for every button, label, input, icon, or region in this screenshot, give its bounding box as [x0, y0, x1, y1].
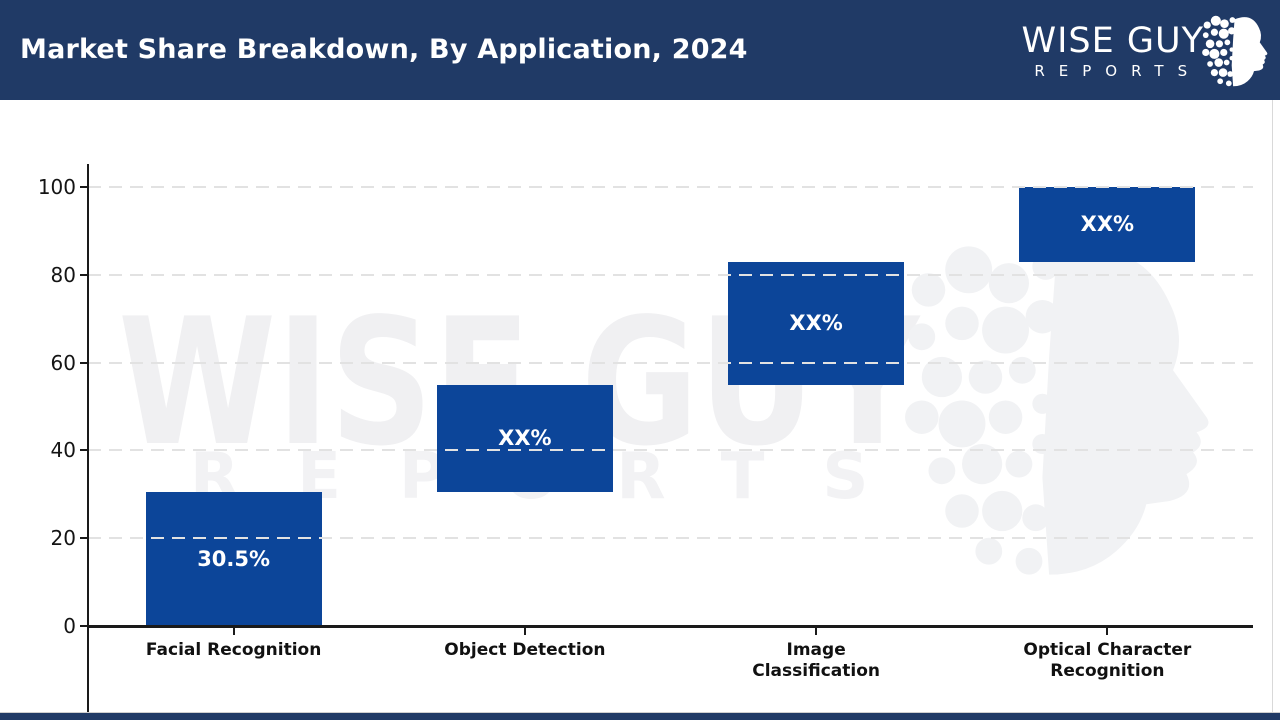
x-axis-tick — [1106, 628, 1109, 635]
x-category-label-line: Object Detection — [444, 640, 606, 660]
gridline — [88, 537, 1253, 540]
brand-name: WISE GUY — [1021, 21, 1204, 61]
gridline — [88, 273, 1253, 276]
gridline — [88, 186, 1253, 188]
y-tick-label: 20 — [50, 526, 76, 551]
bar-value-label: XX% — [789, 311, 843, 336]
chart-title: Market Share Breakdown, By Application, … — [20, 34, 748, 65]
y-tick-label: 60 — [50, 350, 76, 375]
x-axis-tick — [523, 628, 526, 635]
bar — [436, 384, 613, 493]
x-category-label: Facial Recognition — [88, 640, 379, 661]
brand-subname: REPORTS — [1034, 62, 1202, 80]
x-category-label-line: Facial Recognition — [145, 640, 322, 660]
bar-value-label: 30.5% — [197, 547, 271, 572]
header-bar: Market Share Breakdown, By Application, … — [0, 0, 1280, 100]
footer-bar — [0, 712, 1280, 720]
y-axis-tick — [80, 361, 88, 364]
y-axis-tick — [80, 449, 88, 452]
y-axis-line — [87, 164, 89, 720]
gridline — [88, 449, 1253, 452]
brand-logo-text: WISE GUY REPORTS — [1021, 22, 1204, 80]
wise-guy-head-icon — [1202, 15, 1268, 87]
y-tick-label: 80 — [50, 262, 76, 287]
bar-value-label: XX% — [498, 426, 552, 451]
y-axis-tick — [80, 625, 88, 627]
x-category-label-line: Optical Character — [1023, 640, 1192, 660]
chart-area: WISE GUY REPORTS 02040608010030.5%Facial… — [0, 100, 1280, 720]
x-axis-line — [87, 625, 1253, 628]
x-category-label-line: Image — [786, 640, 846, 660]
y-axis-tick — [80, 537, 88, 540]
x-category-label: Image Classification — [671, 640, 962, 682]
y-axis-tick — [80, 273, 88, 276]
x-category-label: Optical Character Recognition — [962, 640, 1253, 682]
x-category-label-line: Recognition — [1050, 661, 1165, 681]
x-axis-tick — [232, 628, 235, 635]
x-category-label: Object Detection — [379, 640, 670, 661]
gridline — [88, 361, 1253, 364]
x-category-label-line: Classification — [752, 661, 880, 681]
frame-border-right — [1272, 100, 1273, 714]
x-axis-tick — [815, 628, 818, 635]
y-tick-label: 40 — [50, 438, 76, 463]
bar-value-label: XX% — [1080, 212, 1135, 237]
bar — [1019, 187, 1196, 262]
y-axis-tick — [80, 186, 88, 188]
y-tick-label: 0 — [63, 614, 76, 638]
bar — [728, 261, 905, 385]
y-tick-label: 100 — [37, 175, 76, 199]
bar — [145, 492, 322, 626]
brand-logo: WISE GUY REPORTS — [1014, 4, 1274, 96]
